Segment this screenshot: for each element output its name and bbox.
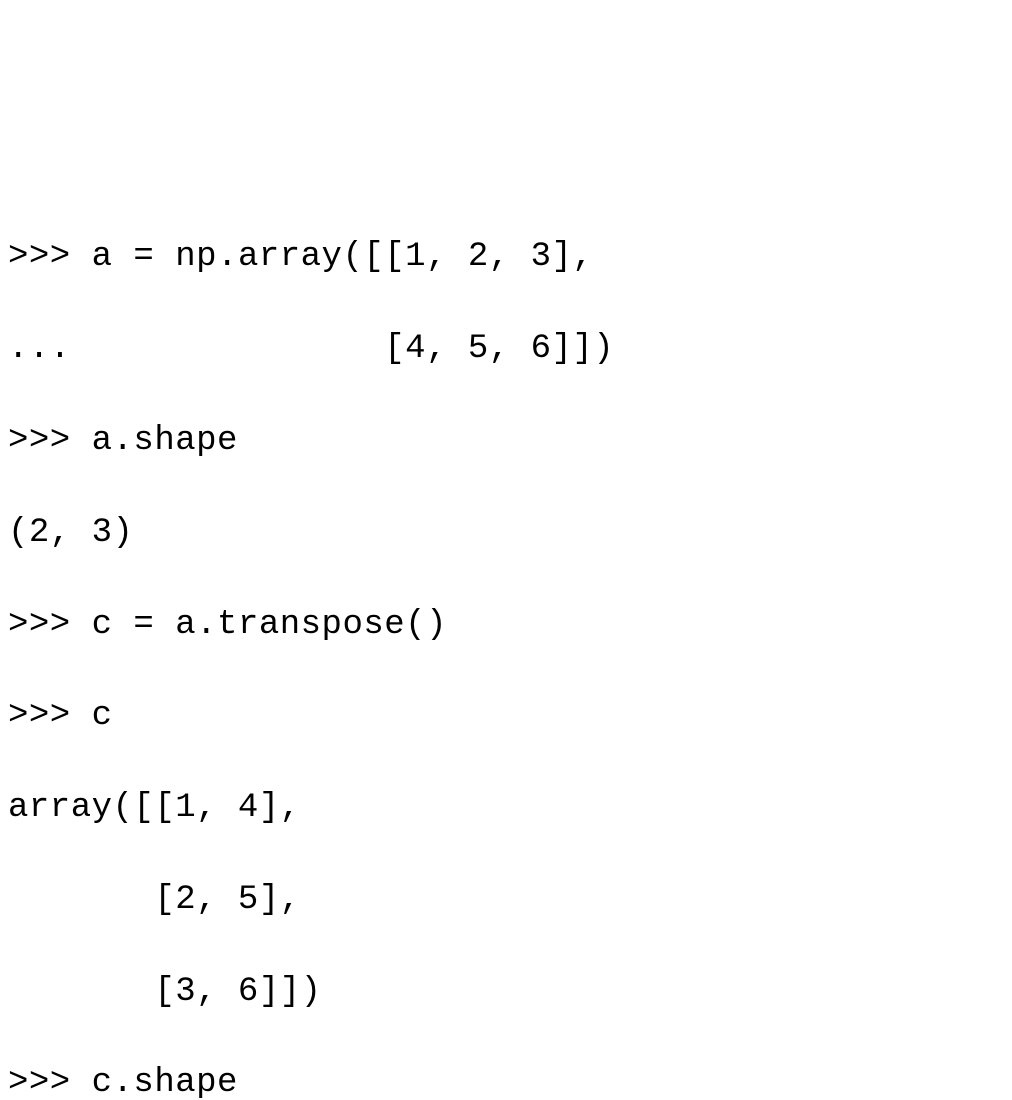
repl-line: >>> c	[8, 694, 1004, 740]
prompt-primary: >>>	[8, 606, 92, 644]
prompt-continuation: ...	[8, 330, 92, 368]
output-text: [2, 5],	[8, 881, 301, 919]
output-text: array([[1, 4],	[8, 789, 301, 827]
code-text: c.shape	[92, 1064, 238, 1100]
repl-line: ... [4, 5, 6]])	[8, 327, 1004, 373]
code-text: c	[92, 697, 113, 735]
prompt-primary: >>>	[8, 697, 92, 735]
code-text: a = np.array([[1, 2, 3],	[92, 238, 594, 276]
repl-line: >>> c = a.transpose()	[8, 603, 1004, 649]
repl-line: >>> a = np.array([[1, 2, 3],	[8, 235, 1004, 281]
output-text: (2, 3)	[8, 514, 133, 552]
prompt-primary: >>>	[8, 238, 92, 276]
output-text: [3, 6]])	[8, 973, 322, 1011]
prompt-primary: >>>	[8, 1064, 92, 1100]
repl-line: [3, 6]])	[8, 970, 1004, 1016]
repl-line: [2, 5],	[8, 878, 1004, 924]
repl-line: array([[1, 4],	[8, 786, 1004, 832]
code-text: a.shape	[92, 422, 238, 460]
repl-line: >>> a.shape	[8, 419, 1004, 465]
prompt-primary: >>>	[8, 422, 92, 460]
terminal-output: >>> a = np.array([[1, 2, 3], ... [4, 5, …	[8, 190, 1004, 1100]
code-text: c = a.transpose()	[92, 606, 447, 644]
repl-line: >>> c.shape	[8, 1061, 1004, 1100]
code-text: [4, 5, 6]])	[92, 330, 615, 368]
